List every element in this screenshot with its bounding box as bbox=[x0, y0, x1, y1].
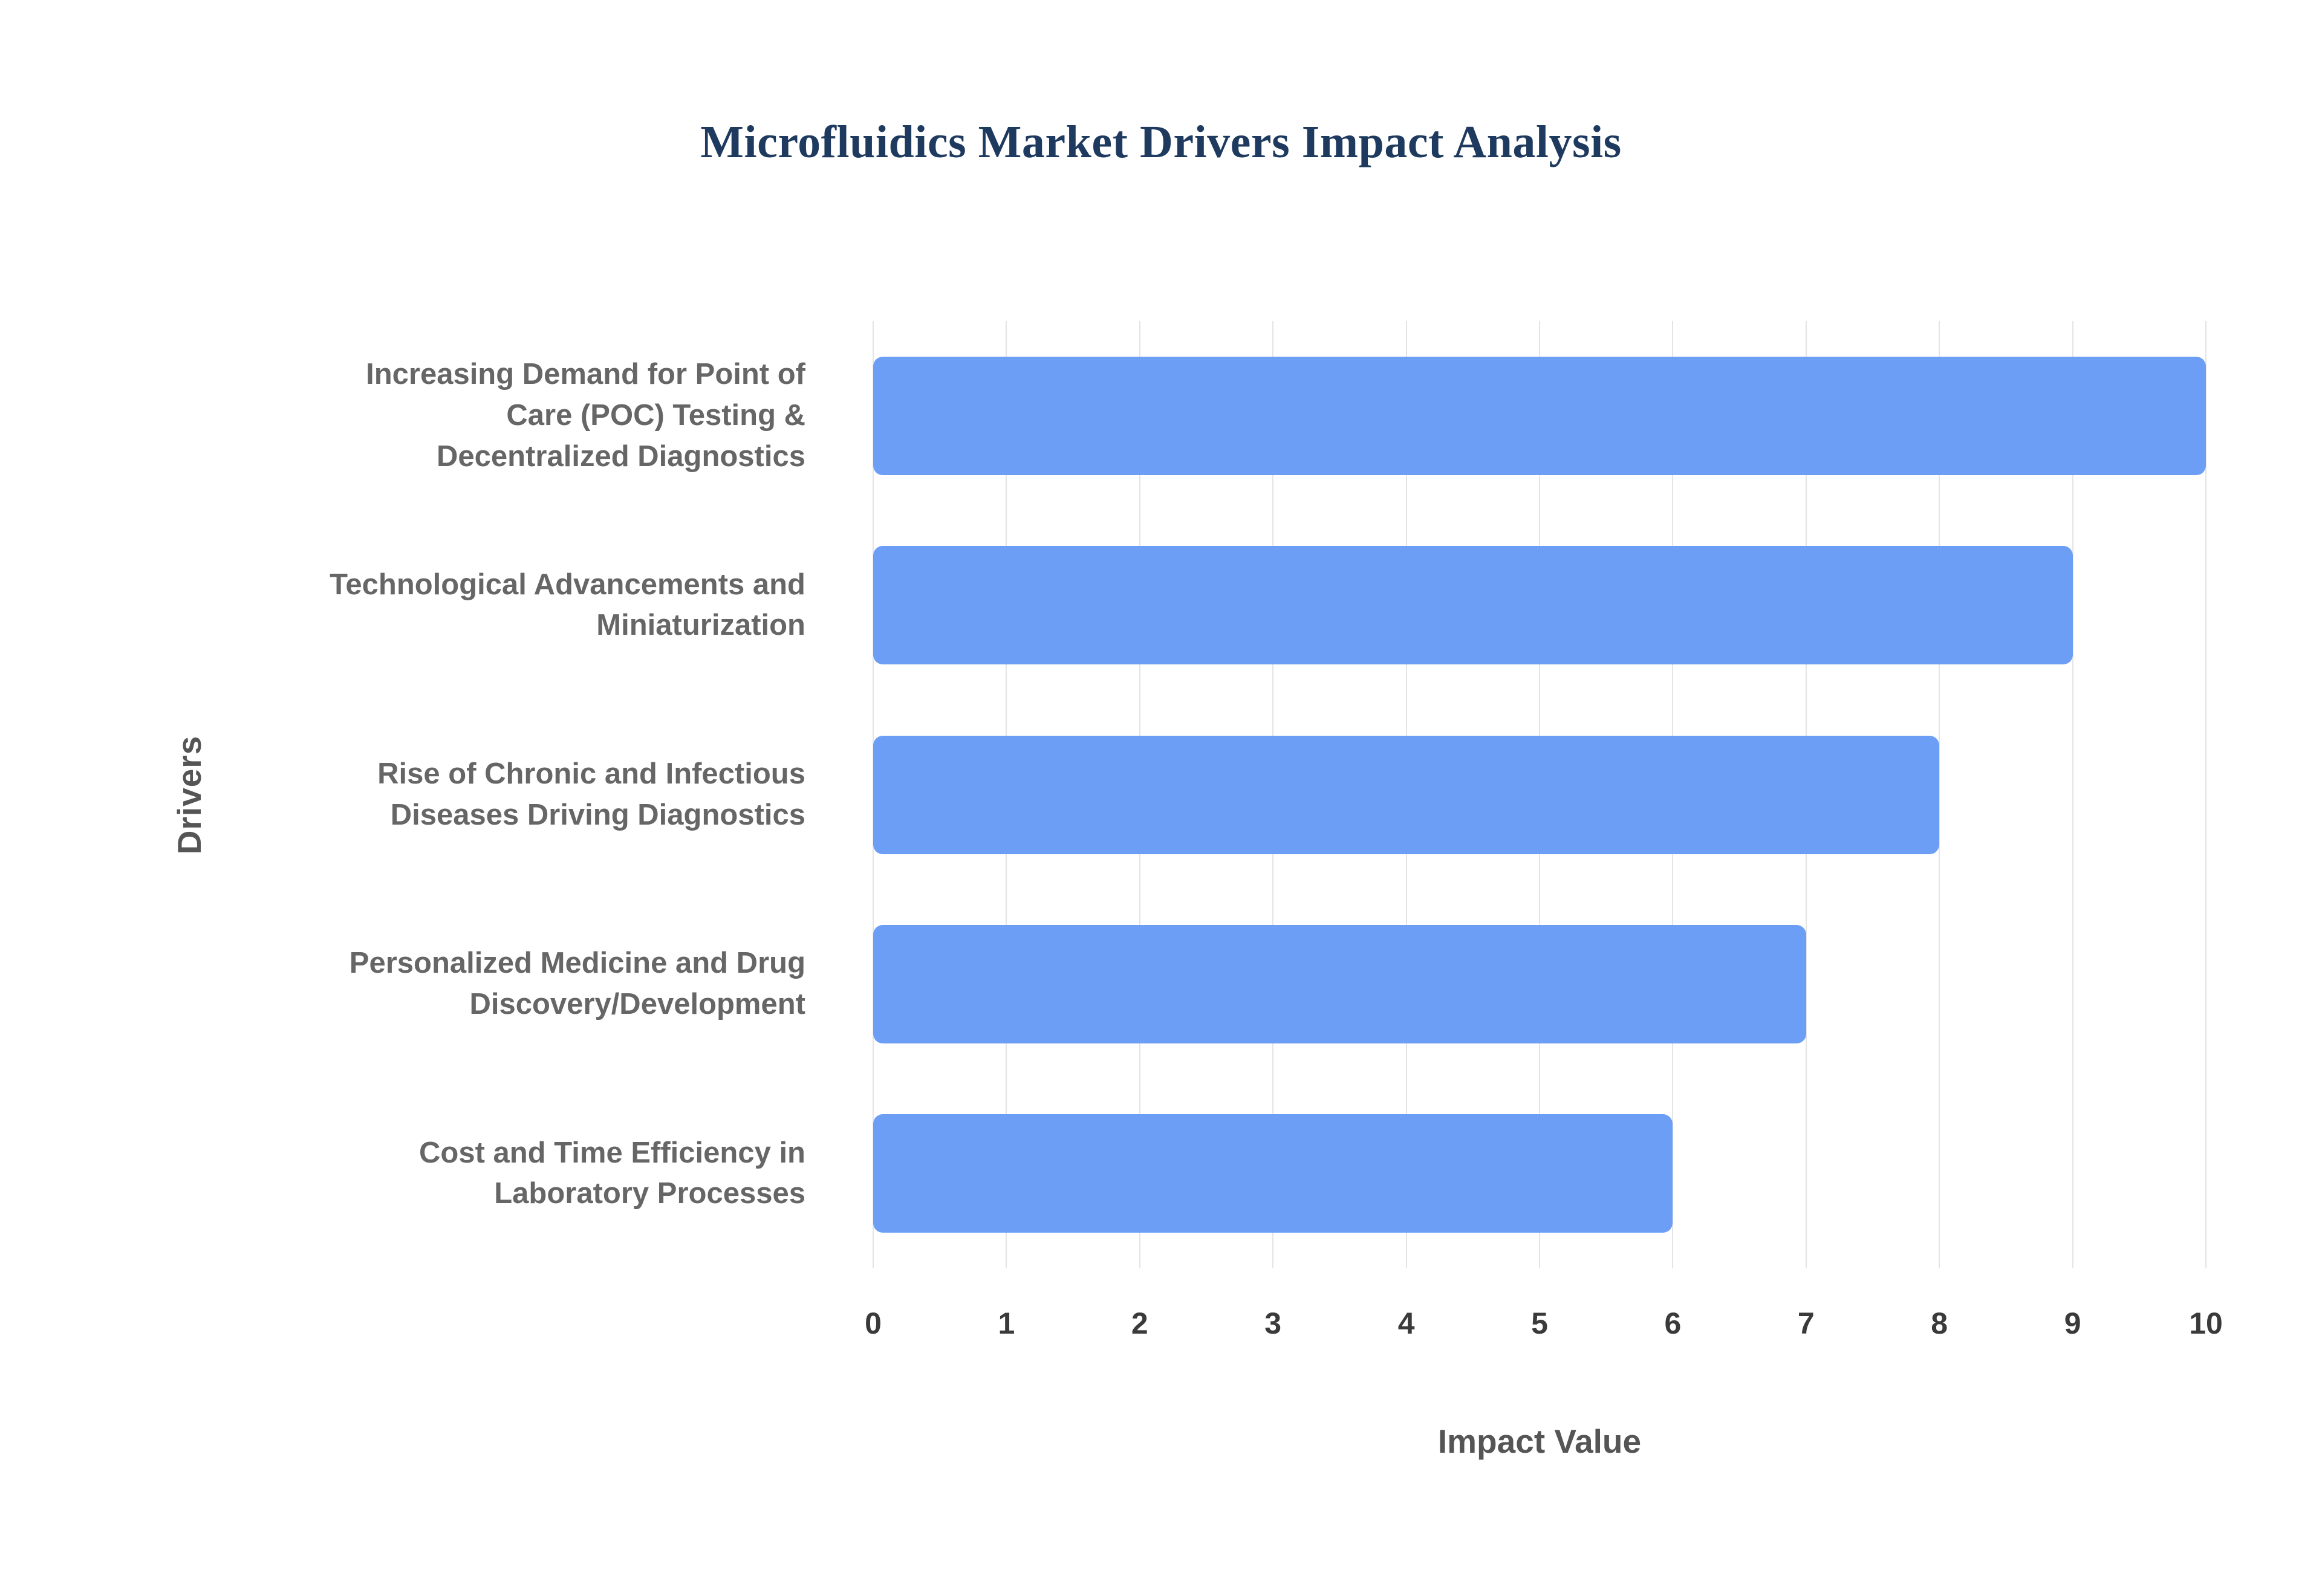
x-tick-label: 3 bbox=[1264, 1306, 1282, 1340]
gridline bbox=[1939, 321, 1940, 1268]
x-tick-label: 10 bbox=[2189, 1306, 2223, 1340]
x-axis-ticks: 0 1 2 3 4 5 6 7 8 9 10 bbox=[865, 1306, 2223, 1348]
bar bbox=[873, 924, 1806, 1043]
bar-row bbox=[873, 510, 2206, 699]
x-tick-label: 2 bbox=[1131, 1306, 1148, 1340]
category-label: Technological Advancements and Miniaturi… bbox=[330, 568, 805, 642]
bar-rows bbox=[873, 321, 2206, 1268]
x-tick-label: 6 bbox=[1664, 1306, 1682, 1340]
gridline bbox=[2205, 321, 2207, 1268]
category-label: Rise of Chronic and Infectious Diseases … bbox=[377, 757, 805, 831]
bar bbox=[873, 356, 2206, 475]
gridline bbox=[2072, 321, 2073, 1268]
x-tick-label: 0 bbox=[865, 1306, 882, 1340]
bar bbox=[873, 735, 1940, 854]
category-label: Personalized Medicine and Drug Discovery… bbox=[349, 947, 805, 1020]
bar bbox=[873, 1114, 1673, 1233]
x-tick-label: 7 bbox=[1797, 1306, 1815, 1340]
x-tick-label: 9 bbox=[2064, 1306, 2081, 1340]
category-labels: Increasing Demand for Point of Care (POC… bbox=[0, 321, 841, 1268]
x-axis-title: Impact Value bbox=[1437, 1422, 1642, 1460]
bar bbox=[873, 546, 2073, 665]
x-tick-label: 1 bbox=[998, 1306, 1015, 1340]
x-tick-label: 4 bbox=[1397, 1306, 1415, 1340]
plot-area bbox=[873, 321, 2207, 1268]
category-label: Cost and Time Efficiency in Laboratory P… bbox=[419, 1136, 805, 1210]
bar-row bbox=[873, 1079, 2206, 1268]
category-label: Increasing Demand for Point of Care (POC… bbox=[366, 358, 805, 473]
bar-row bbox=[873, 700, 2206, 889]
bar-row bbox=[873, 321, 2206, 510]
bar-row bbox=[873, 889, 2206, 1079]
x-tick-label: 5 bbox=[1531, 1306, 1548, 1340]
chart-title: Microfluidics Market Drivers Impact Anal… bbox=[700, 117, 1622, 167]
x-tick-label: 8 bbox=[1931, 1306, 1948, 1340]
